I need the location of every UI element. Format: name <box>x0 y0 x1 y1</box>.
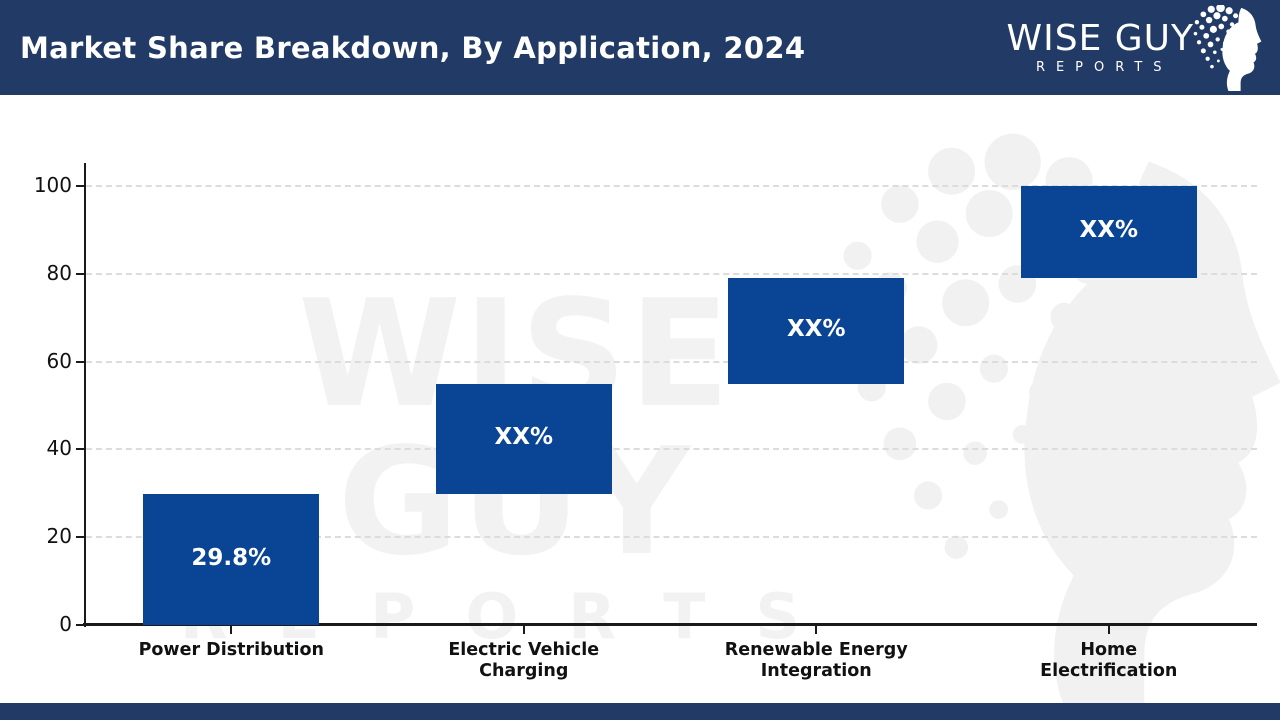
y-gridline <box>86 536 1257 539</box>
logo-text: WISE GUY REPORTS <box>1006 18 1195 75</box>
y-tick-label: 40 <box>46 436 72 461</box>
header-band: Market Share Breakdown, By Application, … <box>0 0 1280 95</box>
y-tick-label: 60 <box>46 348 72 373</box>
bar-value-label: XX% <box>1079 217 1138 244</box>
x-category-label: Power Distribution <box>138 640 324 660</box>
bar-segment: 29.8% <box>143 494 320 625</box>
x-tick <box>230 626 233 634</box>
x-tick <box>815 626 818 634</box>
chart-area: WISE GUY REPORTS 0 20 40 60 80 100 Power Distr… <box>0 95 1280 703</box>
page-title: Market Share Breakdown, By Application, … <box>20 30 806 65</box>
y-gridline <box>86 272 1257 275</box>
y-tick-label: 0 <box>59 612 72 636</box>
x-category-label: Home Electrification <box>1040 640 1178 681</box>
bar-segment: XX% <box>435 383 612 495</box>
wise-guy-logo: WISE GUY REPORTS <box>1006 4 1267 91</box>
x-category-label: Electric Vehicle Charging <box>448 640 600 681</box>
y-tick <box>76 448 84 451</box>
y-tick-label: 100 <box>33 173 72 197</box>
y-axis-spine <box>84 163 86 627</box>
dotted-head-icon <box>1193 4 1262 91</box>
y-tick <box>76 272 84 275</box>
x-category-label: Renewable Energy Integration <box>724 640 908 681</box>
y-gridline <box>86 185 1257 187</box>
y-gridline <box>86 448 1257 451</box>
logo-wordmark: WISE GUY <box>1006 18 1194 59</box>
x-tick <box>522 626 525 634</box>
y-tick-label: 20 <box>46 524 72 549</box>
x-axis-spine <box>83 623 1257 626</box>
x-tick <box>1107 626 1110 634</box>
bar-value-label: XX% <box>494 423 553 450</box>
y-tick-label: 80 <box>46 260 72 285</box>
bar-value-label: XX% <box>786 315 846 342</box>
footer-band <box>0 703 1280 720</box>
y-gridline <box>86 360 1257 363</box>
y-tick <box>76 360 84 363</box>
y-tick <box>76 536 84 539</box>
bar-segment: XX% <box>728 278 905 384</box>
bar-segment: XX% <box>1020 186 1197 279</box>
logo-subtitle: REPORTS <box>1035 60 1173 75</box>
y-tick <box>76 624 84 626</box>
y-tick <box>76 185 84 187</box>
bar-value-label: 29.8% <box>191 544 272 571</box>
